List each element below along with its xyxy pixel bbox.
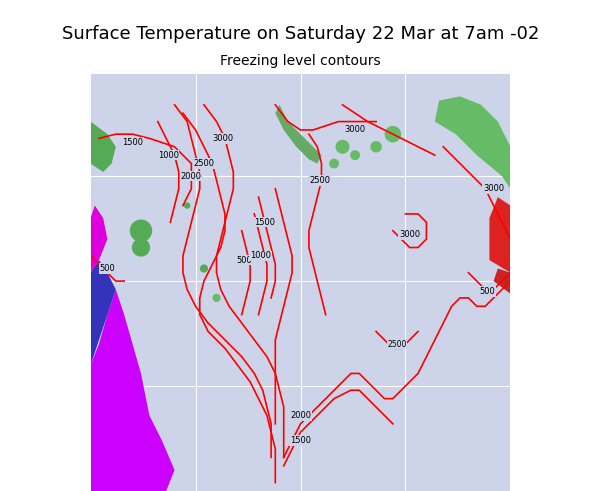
Polygon shape [275,105,322,164]
Text: 1500: 1500 [290,436,311,445]
Text: 2000: 2000 [290,411,311,420]
Polygon shape [91,206,108,273]
Circle shape [330,160,338,168]
Text: 2500: 2500 [388,340,407,349]
Text: 500: 500 [480,287,495,296]
Polygon shape [91,122,116,172]
Text: 1000: 1000 [157,151,178,160]
Circle shape [133,239,150,256]
Text: 2000: 2000 [181,172,202,181]
Text: 500: 500 [236,256,252,265]
Text: 1500: 1500 [122,138,143,147]
Circle shape [201,265,207,272]
Circle shape [351,151,359,160]
Circle shape [336,140,349,153]
Text: Surface Temperature on Saturday 22 Mar at 7am -02: Surface Temperature on Saturday 22 Mar a… [62,26,539,43]
Circle shape [130,220,151,241]
Text: 2500: 2500 [309,176,330,185]
Text: 3000: 3000 [399,230,420,240]
Text: Freezing level contours: Freezing level contours [220,55,381,68]
Polygon shape [435,96,510,189]
Circle shape [385,127,400,142]
Polygon shape [489,197,510,273]
Polygon shape [493,269,510,294]
Text: 1000: 1000 [250,251,271,260]
Text: 3000: 3000 [344,126,365,135]
Text: 1500: 1500 [254,218,275,227]
Text: 3000: 3000 [483,184,504,193]
Polygon shape [91,260,116,365]
Polygon shape [91,290,174,491]
Circle shape [185,203,190,208]
Text: 3000: 3000 [212,134,233,143]
Text: 500: 500 [100,264,115,273]
Circle shape [213,295,220,301]
Text: 2500: 2500 [194,159,215,168]
Circle shape [371,142,381,152]
